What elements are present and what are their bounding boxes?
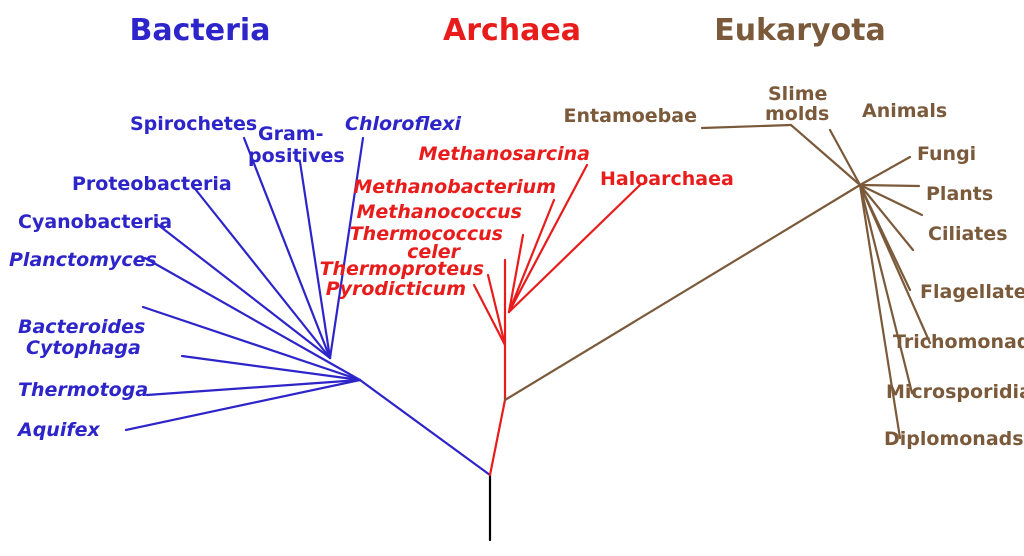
- tree-edge: [330, 138, 363, 358]
- taxon-methanobacterium: Methanobacterium: [353, 176, 556, 198]
- taxon-slime-1: Slime: [768, 83, 827, 105]
- bacteria-domain-label: Bacteria: [130, 13, 271, 48]
- taxon-flagellates: Flagellates: [920, 281, 1024, 303]
- taxon-proteobacteria: Proteobacteria: [72, 173, 232, 195]
- taxon-chloroflexi: Chloroflexi: [345, 113, 462, 135]
- tree-edge: [860, 185, 919, 186]
- taxon-thermotoga: Thermotoga: [18, 379, 148, 401]
- taxon-trichomonads: Trichomonads: [893, 331, 1024, 353]
- taxon-plants: Plants: [926, 183, 993, 205]
- eukaryota-domain-label: Eukaryota: [714, 13, 886, 48]
- tree-edge: [490, 400, 505, 475]
- tree-edge: [860, 185, 922, 215]
- taxon-slime-2: molds: [765, 103, 829, 125]
- phylogenetic-tree: Bacteria Archaea Eukaryota Aquifex Thermoto…: [0, 0, 1024, 556]
- taxon-haloarchaea: Haloarchaea: [600, 168, 734, 190]
- taxon-diplomonads: Diplomonads: [884, 428, 1024, 450]
- taxon-planctomyces: Planctomyces: [9, 249, 157, 271]
- tree-edge: [360, 380, 490, 475]
- taxon-aquifex: Aquifex: [16, 419, 100, 441]
- domain-labels: Bacteria Archaea Eukaryota: [130, 13, 886, 48]
- taxon-fungi: Fungi: [917, 143, 976, 165]
- tree-edge: [192, 185, 330, 358]
- taxon-animals: Animals: [862, 100, 947, 122]
- tree-edge: [182, 356, 360, 380]
- tree-edge: [860, 157, 910, 185]
- taxon-cytophaga: Cytophaga: [26, 337, 141, 359]
- taxon-cyanobacteria: Cyanobacteria: [18, 211, 172, 233]
- taxon-pyrodicticum: Pyrodicticum: [326, 278, 466, 300]
- taxon-bacteroides: Bacteroides: [18, 316, 145, 338]
- tree-edge: [702, 125, 791, 128]
- tree-edge: [791, 125, 860, 185]
- tree-edge: [474, 285, 505, 345]
- tree-edge: [830, 130, 860, 185]
- taxon-thermococcus-2: celer: [407, 241, 462, 263]
- tree-edge: [509, 185, 640, 312]
- taxon-methanosarcina: Methanosarcina: [419, 143, 590, 165]
- taxon-entamoebae: Entamoebae: [564, 105, 697, 127]
- tree-edge: [488, 275, 505, 345]
- taxon-gram-positives-2: positives: [248, 145, 345, 167]
- archaea-domain-label: Archaea: [443, 13, 581, 48]
- taxon-spirochetes: Spirochetes: [130, 113, 257, 135]
- taxon-methanococcus: Methanococcus: [357, 201, 522, 223]
- taxon-ciliates: Ciliates: [928, 223, 1008, 245]
- taxon-gram-positives-1: Gram-: [258, 123, 323, 145]
- taxon-microsporidia: Microsporidia: [886, 381, 1024, 403]
